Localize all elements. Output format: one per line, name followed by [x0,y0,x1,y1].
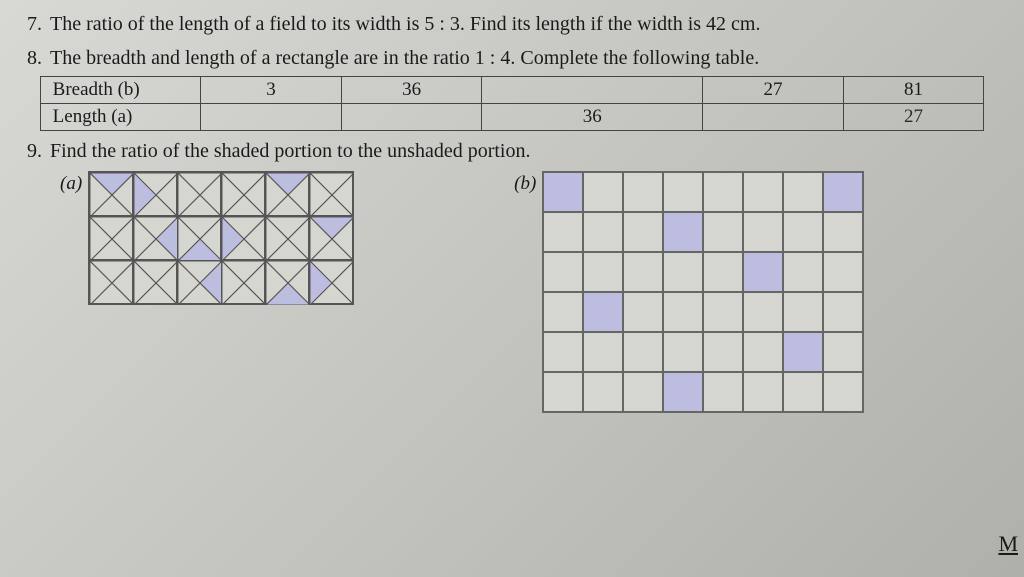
square-cell [543,292,583,332]
q7-number: 7. [20,10,42,38]
table-cell: 3 [201,77,342,104]
figure-a-wrap: (a) [60,171,354,305]
triangle-cell [177,216,221,260]
square-cell [703,172,743,212]
square-cell [623,372,663,412]
triangle-cell [89,172,133,216]
triangle-cell [265,216,309,260]
figure-b-wrap: (b) [514,171,864,413]
table-cell: 27 [703,77,844,104]
table-cell: 36 [482,104,703,131]
table-cell [703,104,844,131]
square-cell [583,172,623,212]
q9-number: 9. [20,137,42,165]
square-cell [823,172,863,212]
square-cell [783,372,823,412]
table-cell [201,104,342,131]
square-cell [623,212,663,252]
question-8: 8. The breadth and length of a rectangle… [20,44,1004,131]
triangle-cell [177,172,221,216]
square-cell [623,332,663,372]
square-cell [783,332,823,372]
table-row: Length (a) 36 27 [40,104,984,131]
triangle-cell [133,216,177,260]
triangle-cell [133,260,177,304]
square-cell [743,332,783,372]
square-cell [543,172,583,212]
square-cell [823,372,863,412]
triangle-cell [89,260,133,304]
figure-b-grid [542,171,864,413]
table-cell: 81 [843,77,984,104]
triangle-cell [309,260,353,304]
table-row: Breadth (b) 3 36 27 81 [40,77,984,104]
square-cell [583,212,623,252]
triangle-cell [221,260,265,304]
triangle-cell [221,216,265,260]
square-cell [743,372,783,412]
q8-table: Breadth (b) 3 36 27 81 Length (a) 36 27 [40,76,985,131]
triangle-cell [309,216,353,260]
breadth-label-text: Breadth (b) [53,79,140,100]
square-cell [743,212,783,252]
square-cell [823,212,863,252]
figure-a-label: (a) [60,173,82,195]
triangle-cell [309,172,353,216]
q9-text: Find the ratio of the shaded portion to … [50,137,530,165]
square-cell [583,252,623,292]
square-cell [543,212,583,252]
square-cell [823,332,863,372]
square-cell [663,212,703,252]
square-cell [623,292,663,332]
square-cell [743,172,783,212]
square-cell [783,172,823,212]
square-cell [703,332,743,372]
square-cell [703,212,743,252]
square-cell [783,212,823,252]
square-cell [783,292,823,332]
square-cell [583,292,623,332]
square-cell [823,292,863,332]
triangle-cell [265,172,309,216]
q8-number: 8. [20,44,42,72]
length-label-text: Length (a) [53,106,133,127]
q7-text: The ratio of the length of a field to it… [50,10,760,38]
square-cell [623,252,663,292]
question-9: 9. Find the ratio of the shaded portion … [20,137,1004,413]
triangle-cell [265,260,309,304]
table-cell [482,77,703,104]
table-cell: 36 [341,77,482,104]
square-cell [743,252,783,292]
square-cell [663,292,703,332]
triangle-cell [177,260,221,304]
square-cell [663,252,703,292]
square-cell [583,332,623,372]
triangle-cell [89,216,133,260]
square-cell [783,252,823,292]
length-label: Length (a) [40,104,201,131]
square-cell [743,292,783,332]
question-7: 7. The ratio of the length of a field to… [20,10,1004,38]
square-cell [703,292,743,332]
square-cell [583,372,623,412]
table-cell [341,104,482,131]
square-cell [543,332,583,372]
triangle-cell [133,172,177,216]
square-cell [543,372,583,412]
square-cell [663,372,703,412]
square-cell [703,372,743,412]
figure-a-grid [88,171,354,305]
square-cell [543,252,583,292]
page-footer-mark: M [998,531,1018,557]
square-cell [663,172,703,212]
square-cell [703,252,743,292]
table-cell-handwritten: 27 [843,104,984,131]
triangle-cell [221,172,265,216]
breadth-label: Breadth (b) [40,77,201,104]
square-cell [663,332,703,372]
figure-b-label: (b) [514,173,536,195]
square-cell [623,172,663,212]
q8-text: The breadth and length of a rectangle ar… [50,44,759,72]
square-cell [823,252,863,292]
